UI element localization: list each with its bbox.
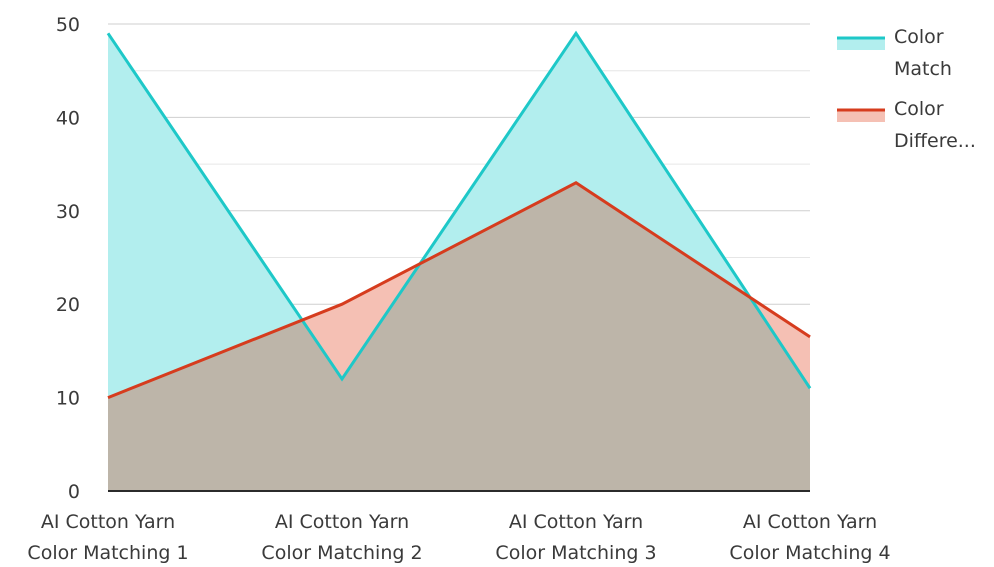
x-tick-label-1: AI Cotton Yarn Color Matching 1 [27,511,188,564]
x-tick-label-4: AI Cotton Yarn Color Matching 4 [729,511,890,564]
x-tick-label-3: AI Cotton Yarn Color Matching 3 [495,511,656,564]
y-tick-label-0: 0 [68,481,80,503]
legend-swatch-0 [837,38,885,50]
series-lines [106,30,812,399]
y-tick-label-30: 30 [56,201,80,223]
legend: Color Match Color Differe... [837,26,976,152]
legend-label-1: Color Differe... [894,98,976,152]
series-1-line [107,181,811,399]
series-0-line [106,30,812,390]
y-axis: 0 10 20 30 40 50 [56,14,80,503]
legend-label-0: Color Match [894,26,952,80]
legend-item-0: Color Match [837,26,952,80]
x-tick-label-2: AI Cotton Yarn Color Matching 2 [261,511,422,564]
y-tick-label-40: 40 [56,107,80,129]
series-areas [108,33,810,492]
series-overlap-area [108,182,810,491]
x-axis: AI Cotton Yarn Color Matching 1 AI Cotton … [27,490,891,564]
legend-item-1: Color Differe... [837,98,976,152]
y-tick-label-10: 10 [56,388,80,410]
legend-swatch-1 [837,110,885,122]
y-tick-label-50: 50 [56,14,80,36]
y-tick-label-20: 20 [56,294,80,316]
